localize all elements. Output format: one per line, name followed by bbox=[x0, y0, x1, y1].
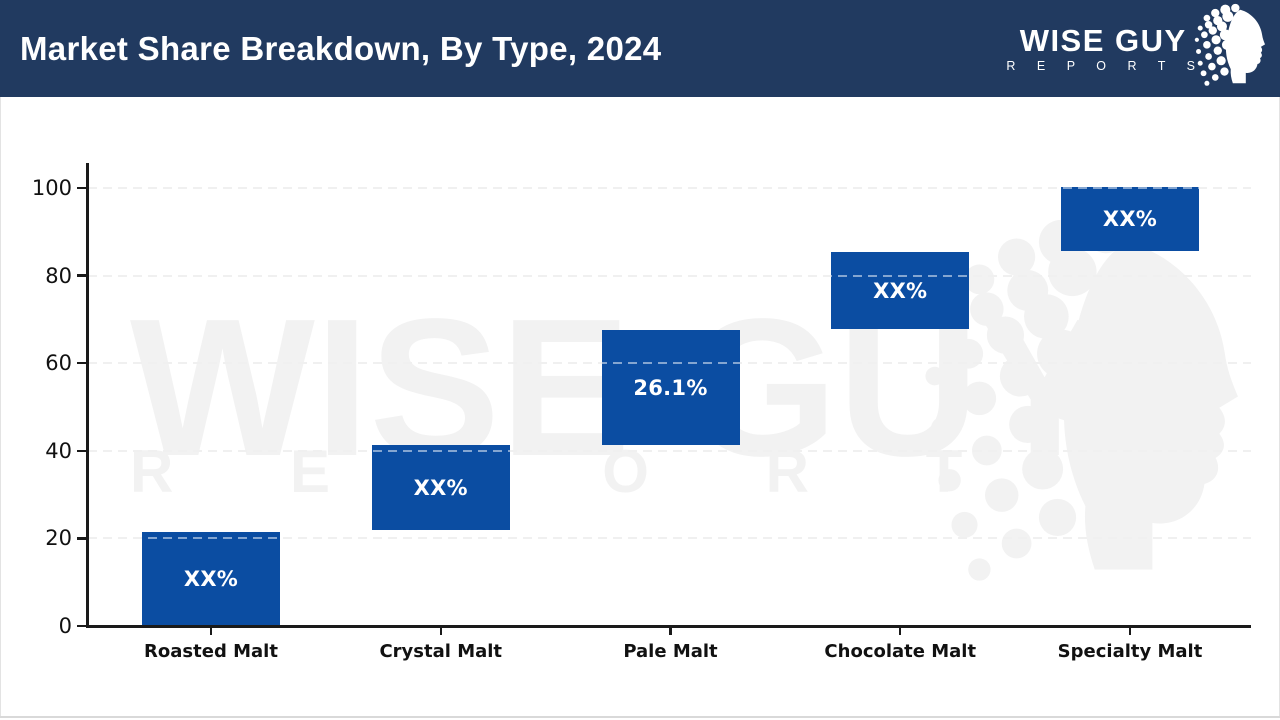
y-tick-label: 0 bbox=[58, 614, 72, 638]
y-tick-mark bbox=[77, 186, 86, 190]
gridline-overlay bbox=[88, 362, 1251, 365]
x-tick-mark bbox=[209, 627, 213, 635]
gridline-overlay bbox=[88, 186, 1251, 189]
y-tick-mark bbox=[77, 449, 86, 452]
bar-value-label: 26.1% bbox=[633, 375, 708, 400]
bar-value-label: XX% bbox=[873, 278, 928, 303]
y-tick-mark bbox=[77, 361, 86, 365]
bar-value-label: XX% bbox=[183, 566, 239, 591]
bar-pale-malt: 26.1% bbox=[601, 330, 740, 446]
brand-name: WISE GUY bbox=[1019, 22, 1187, 58]
gridline-overlay bbox=[88, 537, 1251, 540]
x-category-label: Crystal Malt bbox=[379, 641, 503, 662]
brand-logo: WISE GUY R E P O R T S bbox=[1002, 0, 1274, 97]
x-tick-mark bbox=[1128, 627, 1132, 635]
x-axis-line bbox=[86, 625, 1251, 628]
y-tick-label: 80 bbox=[45, 263, 72, 288]
chart-plot-area: XX% XX% 26.1% XX% XX% 0 20 40 60 80 100 Roasted Mal… bbox=[0, 97, 1280, 720]
y-tick-mark bbox=[77, 624, 86, 628]
y-tick-mark bbox=[77, 537, 86, 540]
gridline-overlay bbox=[88, 274, 1251, 277]
brand-subtitle: R E P O R T S bbox=[1006, 58, 1204, 73]
header-bar: Market Share Breakdown, By Type, 2024 WI… bbox=[0, 0, 1280, 97]
x-category-label: Chocolate Malt bbox=[824, 641, 977, 662]
x-category-label: Specialty Malt bbox=[1057, 641, 1203, 662]
bar-chocolate-malt: XX% bbox=[831, 251, 970, 330]
page-title: Market Share Breakdown, By Type, 2024 bbox=[20, 29, 662, 67]
bar-value-label: XX% bbox=[413, 475, 468, 500]
y-axis-line bbox=[86, 163, 89, 628]
y-tick-label: 20 bbox=[45, 526, 72, 551]
bar-crystal-malt: XX% bbox=[371, 445, 510, 531]
x-tick-mark bbox=[439, 627, 442, 635]
bottom-edge-line bbox=[0, 716, 1280, 718]
bar-specialty-malt: XX% bbox=[1061, 186, 1199, 252]
y-tick-label: 40 bbox=[45, 438, 72, 463]
bar-roasted-malt: XX% bbox=[142, 531, 280, 626]
y-tick-label: 100 bbox=[31, 175, 72, 200]
gridline-overlay bbox=[88, 449, 1251, 452]
y-tick-mark bbox=[77, 274, 86, 277]
x-tick-mark bbox=[899, 627, 902, 635]
x-category-label: Pale Malt bbox=[623, 641, 718, 662]
y-tick-label: 60 bbox=[45, 351, 72, 376]
x-tick-mark bbox=[669, 627, 672, 635]
x-category-label: Roasted Malt bbox=[144, 641, 278, 662]
bar-value-label: XX% bbox=[1102, 206, 1158, 231]
brand-logo-text: WISE GUY R E P O R T S bbox=[1002, 25, 1204, 73]
